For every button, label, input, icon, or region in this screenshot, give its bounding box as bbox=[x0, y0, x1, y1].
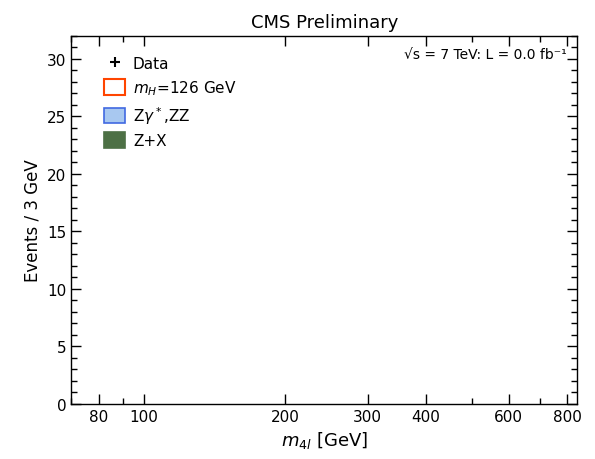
Title: CMS Preliminary: CMS Preliminary bbox=[250, 14, 398, 33]
X-axis label: $\mathit{m}_{4l}$ [GeV]: $\mathit{m}_{4l}$ [GeV] bbox=[281, 429, 368, 450]
Y-axis label: Events / 3 GeV: Events / 3 GeV bbox=[24, 159, 42, 281]
Text: √s = 7 TeV: L = 0.0 fb⁻¹: √s = 7 TeV: L = 0.0 fb⁻¹ bbox=[404, 48, 567, 62]
Legend: Data, $m_H$=126 GeV, Z$\gamma^*$,ZZ, Z+X: Data, $m_H$=126 GeV, Z$\gamma^*$,ZZ, Z+X bbox=[99, 52, 241, 154]
